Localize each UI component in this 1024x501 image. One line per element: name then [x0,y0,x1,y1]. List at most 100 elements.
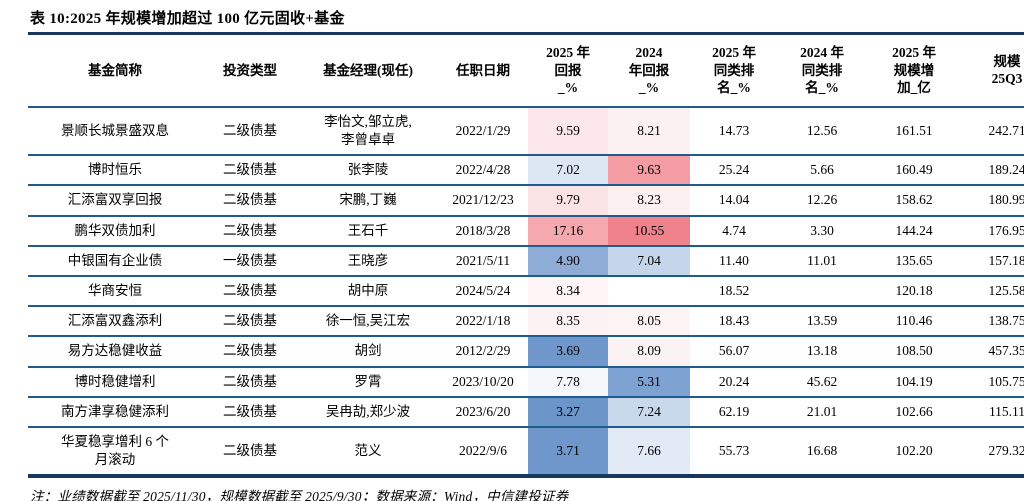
cell-rank-2025: 56.07 [690,336,778,368]
cell-rank-2024: 21.01 [778,396,866,429]
cell-scale-increase-2025: 108.50 [866,336,962,368]
cell-scale-25q3: 176.95 [962,215,1024,247]
cell-return-2025: 8.35 [528,306,608,338]
cell-rank-2024: 13.59 [778,306,866,338]
table-row: 汇添富双享回报 二级债基 宋鹏,丁巍 2021/12/23 9.79 8.23 14.04 1… [28,185,1024,217]
cell-fund-name: 中银国有企业债 [28,245,202,277]
funds-table-head: 基金简称 投资类型 基金经理(现任) 任职日期 2025 年 回报 _% 2024 年回报… [28,33,1024,108]
cell-fund-manager: 李怡文,邹立虎, 李曾卓卓 [298,106,438,157]
cell-return-2025: 7.78 [528,366,608,398]
cell-fund-name: 华商安恒 [28,275,202,308]
funds-table-body: 景顺长城景盛双息 二级债基 李怡文,邹立虎, 李曾卓卓 2022/1/29 9.59 8.… [28,106,1024,477]
cell-return-2024: 9.63 [608,155,690,187]
cell-fund-name: 博时稳健增利 [28,366,202,398]
cell-scale-increase-2025: 160.49 [866,155,962,187]
table-title: 表 10:2025 年规模增加超过 100 亿元固收+基金 [30,11,345,27]
cell-start-date: 2022/1/29 [438,106,528,157]
cell-return-2025: 9.79 [528,185,608,217]
table-row: 博时恒乐 二级债基 张李陵 2022/4/28 7.02 9.63 25.24 5.66 160… [28,155,1024,187]
table-row: 华商安恒 二级债基 胡中原 2024/5/24 8.34 18.52 120.18 125.5… [28,275,1024,308]
cell-fund-name: 汇添富双鑫添利 [28,306,202,338]
cell-rank-2024: 5.66 [778,155,866,187]
cell-rank-2024: 45.62 [778,366,866,398]
cell-rank-2025: 18.52 [690,275,778,308]
cell-fund-manager: 胡中原 [298,275,438,308]
cell-fund-name: 易方达稳健收益 [28,336,202,368]
cell-fund-name: 汇添富双享回报 [28,185,202,217]
cell-invest-type: 二级债基 [202,275,298,308]
column-header-rank-2024: 2024 年 同类排 名_% [778,33,866,108]
cell-scale-25q3: 189.24 [962,155,1024,187]
cell-start-date: 2022/4/28 [438,155,528,187]
table-row: 华夏稳享增利 6 个 月滚动 二级债基 范义 2022/9/6 3.71 7.66 55.7… [28,427,1024,477]
cell-return-2024: 8.09 [608,336,690,368]
cell-return-2025: 3.69 [528,336,608,368]
cell-fund-manager: 王晓彦 [298,245,438,277]
cell-rank-2024: 11.01 [778,245,866,277]
column-header-return-2024: 2024 年回报 _% [608,33,690,108]
cell-rank-2025: 4.74 [690,215,778,247]
cell-rank-2025: 18.43 [690,306,778,338]
cell-start-date: 2021/12/23 [438,185,528,217]
cell-invest-type: 二级债基 [202,215,298,247]
footnote: 注：业绩数据截至 2025/11/30，规模数据截至 2025/9/30；数据来… [30,489,569,501]
cell-start-date: 2024/5/24 [438,275,528,308]
cell-rank-2025: 25.24 [690,155,778,187]
cell-return-2025: 3.27 [528,396,608,429]
cell-return-2024: 8.23 [608,185,690,217]
cell-scale-25q3: 125.58 [962,275,1024,308]
cell-return-2024: 7.04 [608,245,690,277]
cell-rank-2024: 3.30 [778,215,866,247]
cell-start-date: 2012/2/29 [438,336,528,368]
cell-fund-manager: 范义 [354,443,382,459]
cell-fund-manager: 吴冉劼,郑少波 [298,396,438,429]
cell-fund-name: 景顺长城景盛双息 [28,106,202,157]
cell-rank-2024: 12.26 [778,185,866,217]
cell-invest-type: 二级债基 [202,106,298,157]
cell-scale-increase-2025: 161.51 [866,106,962,157]
cell-return-2024: 5.31 [608,366,690,398]
cell-scale-increase-2025: 144.24 [866,215,962,247]
cell-fund-manager: 罗霄 [298,366,438,398]
cell-scale-25q3: 457.35 [962,336,1024,368]
cell-fund-name: 华夏稳享增利 6 个 月滚动 [61,434,169,468]
cell-scale-increase-2025: 110.46 [866,306,962,338]
cell-fund-manager: 王石千 [298,215,438,247]
column-header-start-date: 任职日期 [438,33,528,108]
cell-rank-2024: 12.56 [778,106,866,157]
cell-invest-type: 二级债基 [202,306,298,338]
cell-start-date: 2023/10/20 [438,366,528,398]
table-row: 博时稳健增利 二级债基 罗霄 2023/10/20 7.78 5.31 20.24 45.62… [28,366,1024,398]
cell-return-2025: 9.59 [528,106,608,157]
table-row: 景顺长城景盛双息 二级债基 李怡文,邹立虎, 李曾卓卓 2022/1/29 9.59 8.… [28,106,1024,157]
cell-invest-type: 一级债基 [202,245,298,277]
cell-invest-type: 二级债基 [223,443,277,459]
cell-scale-25q3: 105.75 [962,366,1024,398]
cell-invest-type: 二级债基 [202,366,298,398]
cell-return-2025: 8.34 [528,275,608,308]
table-row: 汇添富双鑫添利 二级债基 徐一恒,吴江宏 2022/1/18 8.35 8.05 18.43… [28,306,1024,338]
cell-scale-25q3: 180.99 [962,185,1024,217]
column-header-return-2025: 2025 年 回报 _% [528,33,608,108]
cell-return-2025: 7.02 [528,155,608,187]
cell-scale-increase-2025: 135.65 [866,245,962,277]
cell-rank-2025: 55.73 [718,443,750,459]
cell-scale-25q3: 138.75 [962,306,1024,338]
cell-fund-name: 南方津享稳健添利 [28,396,202,429]
cell-rank-2025: 20.24 [690,366,778,398]
cell-return-2025: 17.16 [528,215,608,247]
column-header-fund-manager: 基金经理(现任) [298,33,438,108]
cell-invest-type: 二级债基 [202,336,298,368]
cell-rank-2024: 13.18 [778,336,866,368]
column-header-invest-type: 投资类型 [202,33,298,108]
table-row: 易方达稳健收益 二级债基 胡剑 2012/2/29 3.69 8.09 56.07 13.18… [28,336,1024,368]
cell-fund-manager: 徐一恒,吴江宏 [298,306,438,338]
cell-return-2024 [608,275,690,308]
cell-scale-increase-2025: 104.19 [866,366,962,398]
cell-start-date: 2022/9/6 [458,443,507,459]
cell-start-date: 2021/5/11 [438,245,528,277]
funds-table: 基金简称 投资类型 基金经理(现任) 任职日期 2025 年 回报 _% 2024 年回报… [28,32,1024,479]
cell-scale-increase-2025: 158.62 [866,185,962,217]
cell-invest-type: 二级债基 [202,155,298,187]
